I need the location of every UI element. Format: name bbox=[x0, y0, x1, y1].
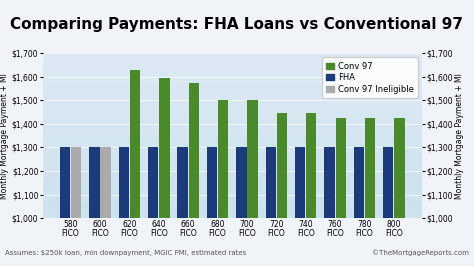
Bar bbox=[118, 147, 129, 218]
Y-axis label: Monthly Mortgage Payment + MI: Monthly Mortgage Payment + MI bbox=[0, 73, 9, 199]
Bar bbox=[43, 53, 422, 70]
Bar bbox=[383, 147, 393, 218]
Bar bbox=[177, 147, 188, 218]
Bar bbox=[71, 147, 82, 218]
Text: Assumes: $250k loan, min downpayment, MGIC PMI, estimated rates: Assumes: $250k loan, min downpayment, MG… bbox=[5, 250, 246, 256]
Bar bbox=[265, 147, 276, 218]
Bar bbox=[43, 86, 422, 103]
Bar bbox=[394, 118, 405, 218]
Bar bbox=[207, 147, 217, 218]
Bar bbox=[336, 118, 346, 218]
Bar bbox=[365, 118, 375, 218]
Bar bbox=[43, 202, 422, 218]
Bar bbox=[218, 100, 228, 218]
Bar bbox=[43, 169, 422, 185]
Bar bbox=[43, 119, 422, 136]
Bar bbox=[247, 100, 258, 218]
Bar bbox=[189, 83, 199, 218]
Legend: Conv 97, FHA, Conv 97 Ineligible: Conv 97, FHA, Conv 97 Ineligible bbox=[322, 57, 418, 98]
Bar bbox=[100, 147, 111, 218]
Bar bbox=[43, 185, 422, 202]
Text: Comparing Payments: FHA Loans vs Conventional 97: Comparing Payments: FHA Loans vs Convent… bbox=[10, 17, 464, 32]
Bar bbox=[60, 147, 70, 218]
Bar bbox=[43, 103, 422, 119]
Bar bbox=[89, 147, 100, 218]
Bar bbox=[295, 147, 305, 218]
Bar bbox=[324, 147, 335, 218]
Y-axis label: Monthly Mortgage Payment + MI: Monthly Mortgage Payment + MI bbox=[456, 73, 465, 199]
Bar bbox=[159, 78, 170, 218]
Bar bbox=[277, 113, 287, 218]
Bar bbox=[148, 147, 158, 218]
Bar bbox=[43, 152, 422, 169]
Bar bbox=[236, 147, 246, 218]
Bar bbox=[354, 147, 364, 218]
Bar bbox=[43, 136, 422, 152]
Bar bbox=[306, 113, 317, 218]
Bar bbox=[130, 70, 140, 218]
Bar bbox=[43, 70, 422, 86]
Text: ©TheMortgageReports.com: ©TheMortgageReports.com bbox=[373, 249, 469, 256]
